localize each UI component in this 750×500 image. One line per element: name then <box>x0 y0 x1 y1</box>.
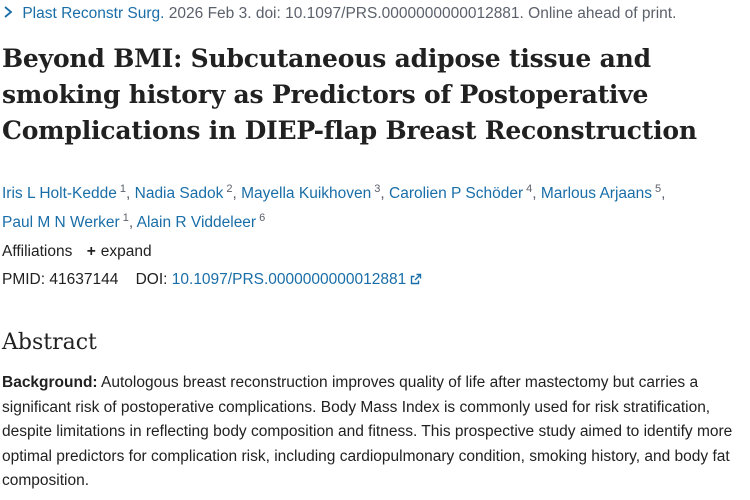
author-link[interactable]: Paul M N Werker 1 <box>2 212 129 231</box>
separator: , <box>532 185 541 202</box>
abstract-heading: Abstract <box>2 330 97 355</box>
author-link[interactable]: Alain R Viddeleer 6 <box>136 212 266 231</box>
journal-link[interactable]: Plast Reconstr Surg. <box>22 5 165 22</box>
background-label: Background: <box>2 374 98 391</box>
author-link[interactable]: Iris L Holt-Kedde 1 <box>2 183 126 202</box>
author-link[interactable]: Nadia Sadok 2 <box>134 183 233 202</box>
author-name[interactable]: Nadia Sadok <box>134 185 224 202</box>
pmid-label: PMID: <box>2 271 46 288</box>
author-affiliation-number[interactable]: 4 <box>526 183 533 195</box>
doi-label: DOI: <box>135 271 168 288</box>
author-affiliation-number[interactable]: 2 <box>226 183 233 195</box>
citation-line: Plast Reconstr Surg. 2026 Feb 3. doi: 10… <box>2 2 676 26</box>
author-affiliation-number[interactable]: 6 <box>259 212 266 224</box>
author-name[interactable]: Paul M N Werker <box>2 214 120 231</box>
author-link[interactable]: Carolien P Schöder 4 <box>389 183 533 202</box>
separator: , <box>380 185 389 202</box>
authors-list: Iris L Holt-Kedde 1, Nadia Sadok 2, Mayell… <box>2 177 747 235</box>
abstract-background: Background: Autologous breast reconstruc… <box>2 371 750 494</box>
external-link-icon[interactable] <box>410 273 422 285</box>
article-title: Beyond BMI: Subcutaneous adipose tissue … <box>2 44 697 145</box>
author-affiliation-number[interactable]: 5 <box>655 183 662 195</box>
doi-value[interactable]: 10.1097/PRS.0000000000012881 <box>171 271 407 288</box>
author-affiliation-number[interactable]: 1 <box>119 183 126 195</box>
separator: , <box>126 185 135 202</box>
doi-link[interactable]: 10.1097/PRS.0000000000012881 <box>172 271 422 288</box>
author-name[interactable]: Iris L Holt-Kedde <box>2 185 117 202</box>
author-name[interactable]: Marlous Arjaans <box>540 185 653 202</box>
pmid-value: 41637144 <box>49 271 119 288</box>
separator: , <box>128 214 137 231</box>
affiliations-label: Affiliations <box>2 243 73 260</box>
background-text: Autologous breast reconstruction improve… <box>2 374 733 489</box>
affiliations-toggle[interactable]: Affiliations + expand <box>2 240 152 264</box>
separator: , <box>661 185 666 202</box>
chevron-right-icon[interactable] <box>2 5 22 22</box>
author-affiliation-number[interactable]: 3 <box>374 183 381 195</box>
author-name[interactable]: Alain R Viddeleer <box>136 214 257 231</box>
author-link[interactable]: Mayella Kuikhoven 3 <box>241 183 381 202</box>
author-affiliation-number[interactable]: 1 <box>122 212 129 224</box>
plus-icon[interactable]: + <box>86 243 96 260</box>
author-name[interactable]: Carolien P Schöder <box>389 185 524 202</box>
separator: , <box>232 185 242 202</box>
identifiers: PMID: 41637144 DOI: 10.1097/PRS.00000000… <box>2 268 422 292</box>
author-link[interactable]: Marlous Arjaans 5 <box>540 183 662 202</box>
citation-details: 2026 Feb 3. doi: 10.1097/PRS.00000000000… <box>168 5 677 22</box>
expand-link[interactable]: expand <box>100 243 152 260</box>
author-name[interactable]: Mayella Kuikhoven <box>241 185 372 202</box>
